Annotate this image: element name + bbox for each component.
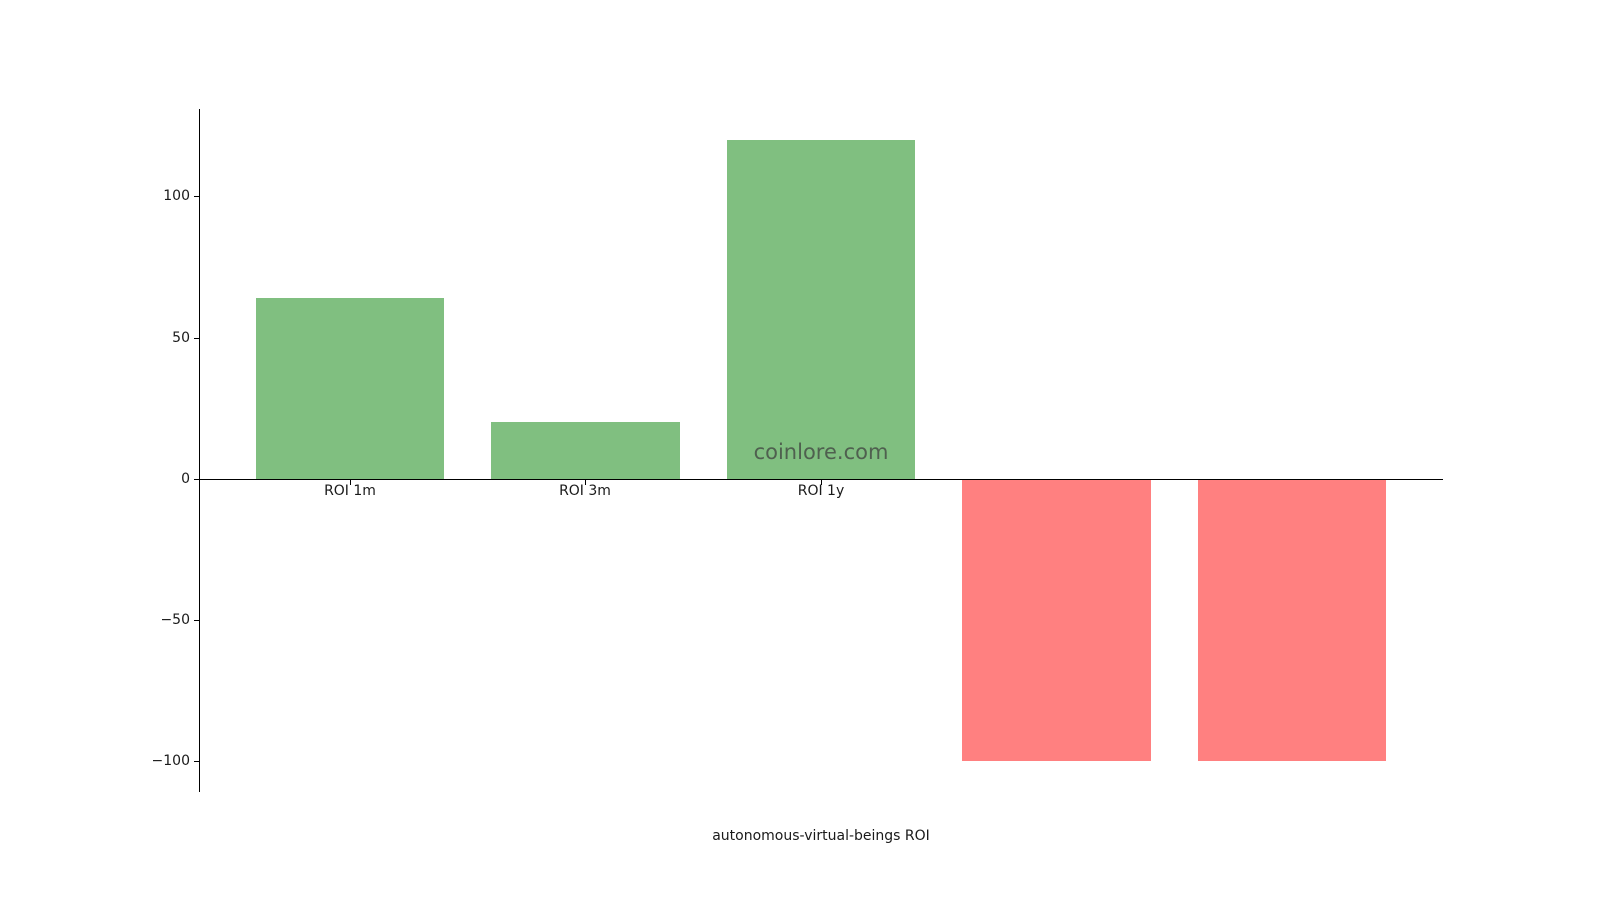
x-tick-label: ROI 1m (324, 483, 376, 499)
x-tick-label: ROI 1y (797, 483, 845, 499)
watermark: coinlore.com (753, 440, 889, 464)
x-tick-label: ROI 3m (559, 483, 611, 499)
y-tick-label: 0 (181, 471, 190, 487)
y-tick-mark (194, 479, 199, 480)
y-tick-mark (194, 761, 199, 762)
y-tick-mark (194, 338, 199, 339)
bar-roi-3m (491, 422, 680, 479)
y-tick-mark (194, 620, 199, 621)
x-tick-mark (350, 480, 351, 485)
x-axis-zero-line (199, 479, 1443, 480)
y-axis-spine (199, 109, 200, 792)
y-tick-label: −50 (160, 612, 190, 628)
x-axis-title: autonomous-virtual-beings ROI (712, 828, 930, 844)
y-tick-label: 100 (163, 188, 190, 204)
x-tick-mark (585, 480, 586, 485)
y-tick-label: −100 (151, 753, 190, 769)
y-tick-mark (194, 196, 199, 197)
bar-roi-1y (726, 140, 916, 479)
x-tick-mark (821, 480, 822, 485)
bar-unlabeled-4 (1197, 478, 1387, 761)
bar-roi-1m (255, 298, 445, 479)
y-tick-label: 50 (172, 330, 190, 346)
bar-unlabeled-3 (962, 478, 1151, 761)
